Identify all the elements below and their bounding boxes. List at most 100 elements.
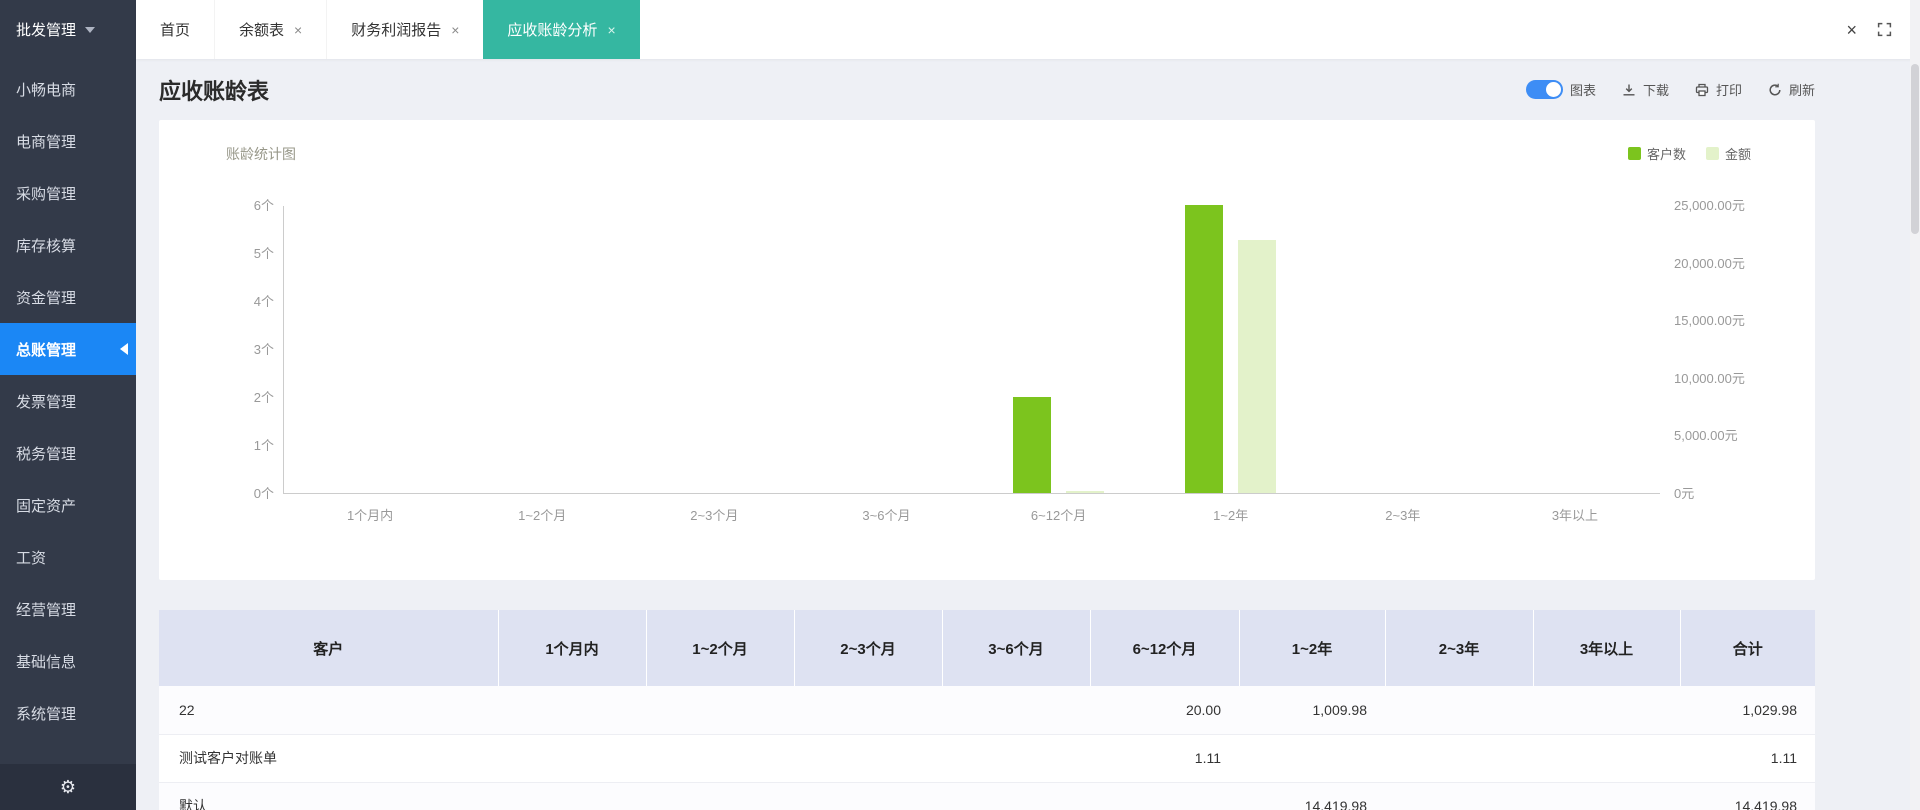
legend-label-amount: 金额 — [1724, 147, 1751, 162]
cell-value — [794, 734, 942, 783]
tab-3[interactable]: 应收账龄分析 × — [483, 0, 640, 59]
cell-value: 1.11 — [1090, 734, 1239, 783]
sidebar-item-label: 系统管理 — [16, 705, 77, 723]
y-axis-tick-left: 1个 — [253, 438, 274, 453]
refresh-button[interactable]: 刷新 — [1768, 80, 1815, 99]
sidebar-item-4[interactable]: 资金管理 — [0, 271, 136, 323]
column-header-6: 1~2年 — [1239, 610, 1386, 686]
cell-value — [1385, 686, 1533, 735]
sidebar-item-12[interactable]: 系统管理 — [0, 687, 136, 739]
cell-value — [1533, 686, 1680, 735]
tabbar-actions: × — [1846, 0, 1920, 59]
table-header-row: 客户 1个月内 1~2个月 2~3个月 3~6个月 6~12个月 1~2年 2~3年 3年以上合… — [159, 610, 1815, 686]
sidebar-item-label: 税务管理 — [16, 445, 77, 463]
sidebar-item-0[interactable]: 小畅电商 — [0, 63, 136, 115]
sidebar-item-label: 小畅电商 — [16, 81, 77, 99]
bar-series0-cat5 — [1185, 205, 1224, 493]
cell-value — [1533, 734, 1680, 783]
cell-value — [942, 782, 1090, 810]
close-icon[interactable]: × — [1846, 19, 1857, 40]
tab-close-icon[interactable]: × — [607, 21, 616, 38]
tab-2[interactable]: 财务利润报告 × — [326, 0, 483, 59]
cell-value — [794, 686, 942, 735]
sidebar-header[interactable]: 批发管理 — [0, 0, 136, 59]
y-axis-tick-left: 2个 — [253, 390, 274, 405]
sidebar-item-10[interactable]: 经营管理 — [0, 583, 136, 635]
legend-label-customer-count: 客户数 — [1646, 147, 1686, 162]
cell-value — [794, 782, 942, 810]
page-header: 应收账龄表 图表 下载 — [159, 59, 1815, 120]
toolbar: 图表 下载 打印 — [1525, 80, 1815, 99]
tab-close-icon[interactable]: × — [451, 21, 460, 38]
y-axis-tick-left: 0个 — [253, 486, 274, 501]
fullscreen-icon[interactable] — [1877, 22, 1892, 37]
column-header-1: 1个月内 — [498, 610, 647, 686]
legend-swatch-amount — [1705, 147, 1719, 160]
cell-value: 1,029.98 — [1680, 686, 1815, 735]
sidebar-item-label: 采购管理 — [16, 185, 77, 203]
cell-value — [646, 782, 794, 810]
x-axis-category: 2~3年 — [1385, 508, 1421, 523]
sidebar-item-1[interactable]: 电商管理 — [0, 115, 136, 167]
refresh-label: 刷新 — [1788, 83, 1815, 98]
toggle-label: 图表 — [1569, 83, 1596, 98]
toggle-switch-icon[interactable] — [1525, 80, 1563, 99]
tab-close-icon[interactable]: × — [294, 21, 303, 38]
table-body: 22 20.00 1,009.98 1,029.98 测试客户对账单 1.11 1.11 默认… — [159, 686, 1815, 810]
bar-series1-cat5 — [1238, 239, 1277, 493]
sidebar-item-2[interactable]: 采购管理 — [0, 167, 136, 219]
y-axis-tick-left: 6个 — [253, 198, 274, 213]
print-label: 打印 — [1715, 83, 1742, 98]
cell-value: 20.00 — [1090, 686, 1239, 735]
cell-value — [1090, 782, 1239, 810]
download-icon — [1623, 84, 1635, 95]
column-header-7: 2~3年 — [1385, 610, 1534, 686]
sidebar-item-label: 工资 — [16, 549, 47, 567]
sidebar-menu: 小畅电商电商管理采购管理库存核算资金管理总账管理发票管理税务管理固定资产工资经营… — [0, 59, 136, 764]
sidebar-item-7[interactable]: 税务管理 — [0, 427, 136, 479]
bar-series0-cat4 — [1013, 397, 1052, 493]
sidebar-item-11[interactable]: 基础信息 — [0, 635, 136, 687]
sidebar-item-5[interactable]: 总账管理 — [0, 323, 136, 375]
sidebar-item-3[interactable]: 库存核算 — [0, 219, 136, 271]
sidebar-item-label: 基础信息 — [16, 653, 77, 671]
sidebar-header-label: 批发管理 — [16, 22, 77, 39]
tabbar: 首页 余额表 × 财务利润报告 × 应收账龄分析 × × — [136, 0, 1920, 59]
column-header-8: 3年以上 — [1533, 610, 1681, 686]
scrollbar-track[interactable] — [1910, 0, 1920, 810]
y-axis-tick-right: 15,000.00元 — [1674, 313, 1745, 329]
sidebar-item-label: 库存核算 — [16, 237, 77, 255]
cell-value — [1239, 734, 1385, 783]
chart-legend: 客户数 金额 — [1627, 144, 1751, 163]
table-row-1: 测试客户对账单 1.11 1.11 — [159, 734, 1815, 783]
sidebar-item-9[interactable]: 工资 — [0, 531, 136, 583]
aging-table: 客户 1个月内 1~2个月 2~3个月 3~6个月 6~12个月 1~2年 2~3年 3年以上合… — [159, 610, 1815, 810]
tab-label: 应收账龄分析 — [507, 22, 598, 39]
y-axis-tick-right: 20,000.00元 — [1674, 255, 1745, 271]
bar-series1-cat4 — [1066, 491, 1105, 493]
cell-value — [1385, 782, 1533, 810]
sidebar-item-8[interactable]: 固定资产 — [0, 479, 136, 531]
cell-value: 1.11 — [1680, 734, 1815, 783]
y-axis-tick-right: 5,000.00元 — [1674, 428, 1738, 444]
print-button[interactable]: 打印 — [1695, 80, 1742, 99]
scrollbar-thumb[interactable] — [1911, 64, 1919, 234]
y-axis-tick-right: 10,000.00元 — [1674, 370, 1745, 386]
tab-1[interactable]: 余额表 × — [214, 0, 326, 59]
legend-item-amount[interactable]: 金额 — [1705, 144, 1751, 163]
column-header-5: 6~12个月 — [1090, 610, 1240, 686]
cell-value — [498, 686, 646, 735]
gear-icon[interactable]: ⚙ — [59, 776, 77, 797]
legend-item-customer-count[interactable]: 客户数 — [1627, 144, 1686, 163]
chart-toggle[interactable]: 图表 — [1525, 80, 1596, 99]
sidebar-item-label: 总账管理 — [16, 341, 77, 359]
tab-0[interactable]: 首页 — [136, 0, 214, 59]
column-header-0: 客户 — [159, 610, 499, 686]
table-row-2: 默认 14,419.98 14,419.98 — [159, 782, 1815, 810]
sidebar-item-6[interactable]: 发票管理 — [0, 375, 136, 427]
y-axis-tick-left: 3个 — [253, 342, 274, 357]
tab-label: 首页 — [160, 22, 191, 39]
sidebar: 批发管理 小畅电商电商管理采购管理库存核算资金管理总账管理发票管理税务管理固定资… — [0, 0, 136, 810]
tab-label: 财务利润报告 — [351, 22, 442, 39]
download-button[interactable]: 下载 — [1622, 80, 1669, 99]
